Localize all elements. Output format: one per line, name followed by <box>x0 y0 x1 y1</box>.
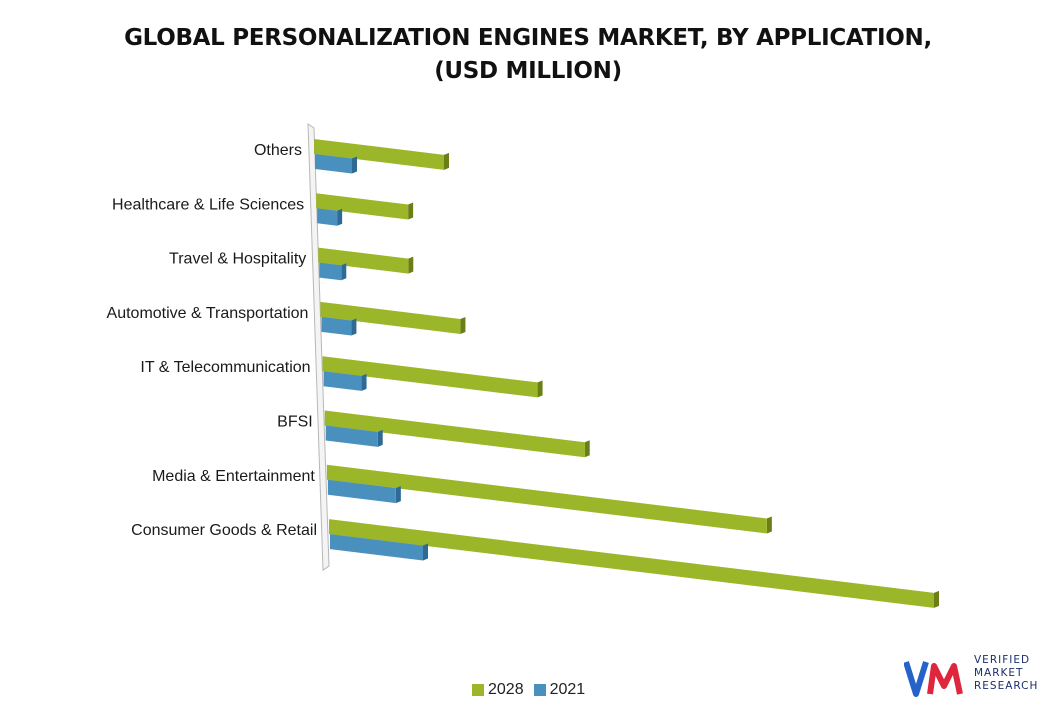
bar-2021-others <box>315 154 352 174</box>
bar-2028-travel-hospitality-side <box>408 256 414 274</box>
bar-2028-bfsi <box>324 410 585 458</box>
vmr-logo: VERIFIED MARKET RESEARCH <box>904 650 1044 710</box>
bar-2021-it-telecommunication <box>323 371 362 391</box>
bar-2028-it-telecommunication-side <box>537 380 543 398</box>
legend-label-2021: 2021 <box>549 681 586 698</box>
bar-2028-automotive-transportation-side <box>460 316 466 334</box>
bar-2028-media-entertainment <box>326 464 767 534</box>
vmr-logo-icon <box>904 661 963 697</box>
bar-2021-automotive-transportation-side <box>351 318 357 336</box>
bar-2028-consumer-goods-retail-side <box>934 590 939 608</box>
category-label-bfsi: BFSI <box>277 414 313 431</box>
bar-2028-others-side <box>444 152 449 170</box>
legend-label-2028: 2028 <box>488 681 524 698</box>
bar-2021-consumer-goods-retail-side <box>423 543 428 561</box>
bar-2021-media-entertainment-side <box>395 486 401 504</box>
bar-2021-healthcare-life-sciences <box>317 208 338 226</box>
chart-left-wall <box>307 123 330 572</box>
legend: 2028 2021 <box>472 680 595 700</box>
bar-2021-bfsi <box>325 425 378 447</box>
bar-2021-it-telecommunication-side <box>361 373 367 391</box>
category-label-consumer-goods-retail: Consumer Goods & Retail <box>131 522 317 539</box>
bar-2021-travel-hospitality-side <box>341 263 347 281</box>
legend-swatch-2028 <box>472 684 484 696</box>
bar-2021-bfsi-side <box>377 429 383 447</box>
bar-2021-others-side <box>352 156 357 174</box>
chart-title-line-1: GLOBAL PERSONALIZATION ENGINES MARKET, B… <box>124 25 932 51</box>
chart-title-line-2: (USD MILLION) <box>434 58 622 84</box>
bar-2028-consumer-goods-retail <box>329 519 934 608</box>
bar-2028-healthcare-life-sciences-side <box>408 202 414 220</box>
vmr-logo-text: VERIFIED MARKET RESEARCH <box>974 654 1038 693</box>
bar-2028-media-entertainment-side <box>766 516 772 534</box>
bar-2028-healthcare-life-sciences <box>316 193 409 220</box>
category-label-travel-hospitality: Travel & Hospitality <box>169 251 306 268</box>
logo-line-2: MARKET <box>974 667 1024 679</box>
bar-2021-automotive-transportation <box>321 316 352 336</box>
bar-2028-bfsi-side <box>584 440 590 458</box>
category-label-it-telecommunication: IT & Telecommunication <box>140 359 310 376</box>
bar-chart: Others Healthcare & Life Sciences Travel &… <box>107 123 939 608</box>
bar-2021-media-entertainment <box>327 479 396 504</box>
bar-2021-travel-hospitality <box>319 262 342 281</box>
bar-2028-automotive-transportation <box>320 301 461 334</box>
logo-line-1: VERIFIED <box>974 654 1031 666</box>
category-label-others: Others <box>254 142 302 159</box>
logo-line-3: RESEARCH <box>974 680 1039 692</box>
bar-2028-it-telecommunication <box>322 356 538 398</box>
bar-2021-consumer-goods-retail <box>330 534 423 561</box>
legend-item-2021: 2021 <box>533 681 586 699</box>
legend-item-2028: 2028 <box>472 681 524 699</box>
bar-2028-others <box>314 139 444 170</box>
category-label-healthcare-life-sciences: Healthcare & Life Sciences <box>112 196 304 213</box>
bar-2021-healthcare-life-sciences-side <box>337 208 343 226</box>
category-label-media-entertainment: Media & Entertainment <box>152 468 315 485</box>
legend-swatch-2021 <box>533 684 546 696</box>
chart-title: GLOBAL PERSONALIZATION ENGINES MARKET, B… <box>0 22 1056 88</box>
category-label-automotive-transportation: Automotive & Transportation <box>107 305 309 322</box>
bar-2028-travel-hospitality <box>318 247 409 274</box>
